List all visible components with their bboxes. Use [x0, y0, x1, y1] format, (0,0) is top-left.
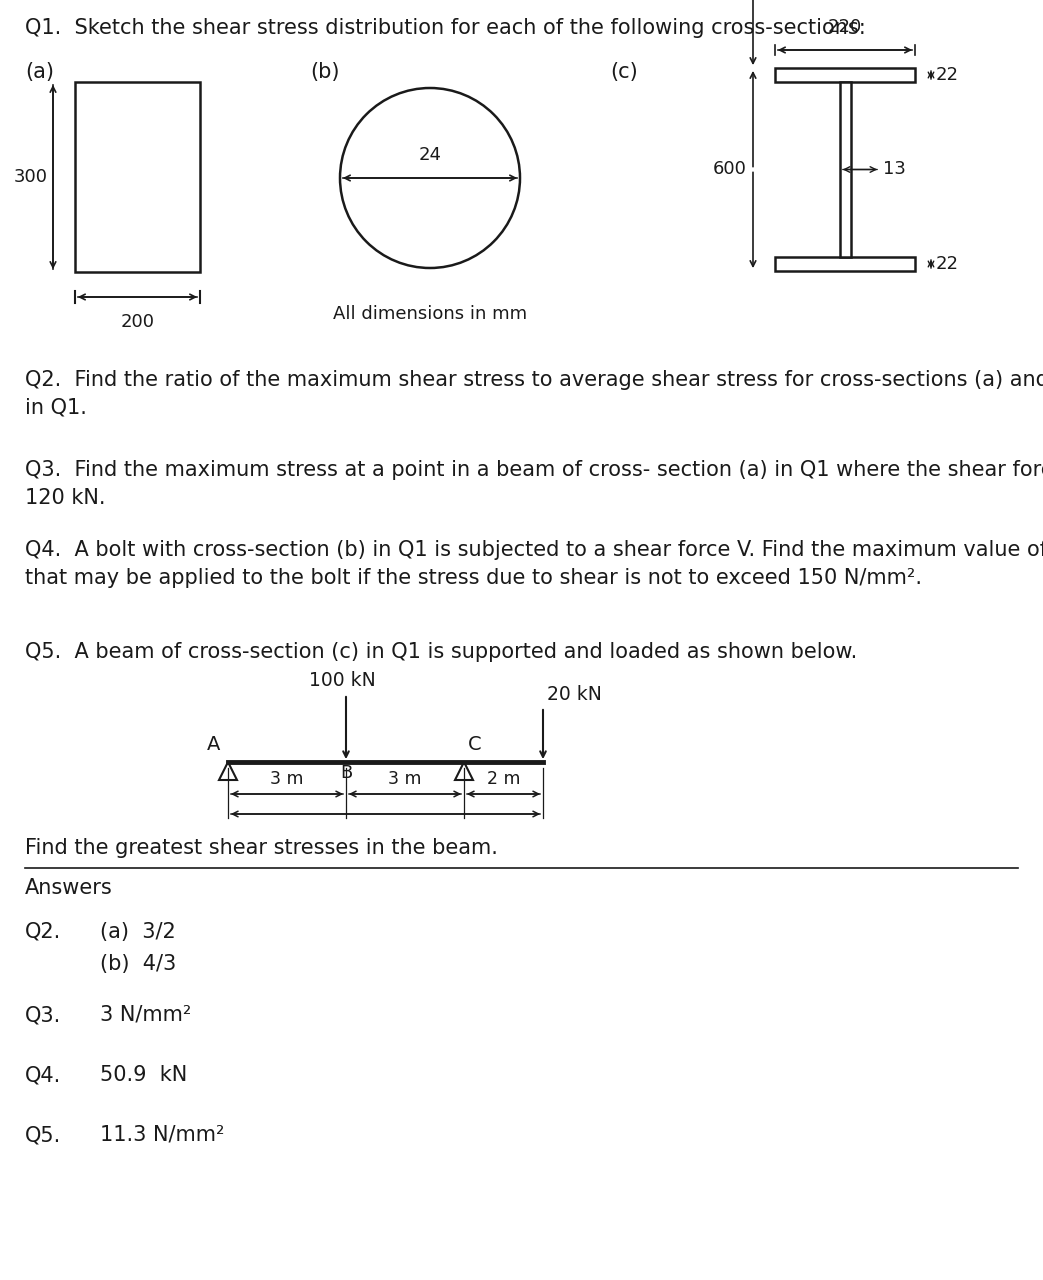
Text: 3 N/mm²: 3 N/mm²: [100, 1005, 191, 1025]
Text: 3 m: 3 m: [270, 771, 304, 788]
Text: Answers: Answers: [25, 878, 113, 899]
Text: C: C: [468, 735, 482, 754]
Text: Q2.: Q2.: [25, 922, 62, 942]
Text: Q5.  A beam of cross-section (c) in Q1 is supported and loaded as shown below.: Q5. A beam of cross-section (c) in Q1 is…: [25, 643, 857, 662]
Bar: [775, 257, 915, 271]
Text: Q4.: Q4.: [25, 1065, 62, 1085]
Text: 3 m: 3 m: [388, 771, 421, 788]
Polygon shape: [455, 762, 472, 780]
Text: 20 kN: 20 kN: [547, 685, 602, 704]
Text: 22: 22: [936, 255, 959, 273]
Text: 220: 220: [828, 18, 863, 36]
Text: 100 kN: 100 kN: [309, 671, 375, 690]
Bar: [840, 82, 851, 257]
Text: A: A: [207, 735, 220, 754]
Text: 24: 24: [418, 146, 441, 164]
Text: 13: 13: [883, 160, 906, 178]
Text: 300: 300: [14, 168, 48, 186]
Text: 50.9  kN: 50.9 kN: [100, 1065, 188, 1085]
Text: (a)  3/2: (a) 3/2: [100, 922, 176, 942]
Text: Q4.  A bolt with cross-section (b) in Q1 is subjected to a shear force V. Find t: Q4. A bolt with cross-section (b) in Q1 …: [25, 540, 1043, 588]
Text: (b): (b): [310, 61, 340, 82]
Text: Q3.: Q3.: [25, 1005, 62, 1025]
Text: Find the greatest shear stresses in the beam.: Find the greatest shear stresses in the …: [25, 838, 498, 858]
Text: 11.3 N/mm²: 11.3 N/mm²: [100, 1125, 224, 1146]
Text: 600: 600: [713, 160, 747, 178]
Text: 200: 200: [121, 314, 154, 332]
Text: (c): (c): [610, 61, 637, 82]
Text: B: B: [340, 764, 353, 782]
Text: Q3.  Find the maximum stress at a point in a beam of cross- section (a) in Q1 wh: Q3. Find the maximum stress at a point i…: [25, 460, 1043, 508]
Text: 22: 22: [936, 67, 959, 84]
Text: 2 m: 2 m: [487, 771, 520, 788]
Text: Q2.  Find the ratio of the maximum shear stress to average shear stress for cros: Q2. Find the ratio of the maximum shear …: [25, 370, 1043, 419]
Bar: [75, 82, 200, 271]
Text: Q1.  Sketch the shear stress distribution for each of the following cross-sectio: Q1. Sketch the shear stress distribution…: [25, 18, 866, 38]
Text: (a): (a): [25, 61, 54, 82]
Bar: [775, 68, 915, 82]
Circle shape: [340, 88, 520, 268]
Polygon shape: [219, 762, 237, 780]
Text: Q5.: Q5.: [25, 1125, 62, 1146]
Text: (b)  4/3: (b) 4/3: [100, 954, 176, 974]
Text: All dimensions in mm: All dimensions in mm: [333, 305, 527, 323]
